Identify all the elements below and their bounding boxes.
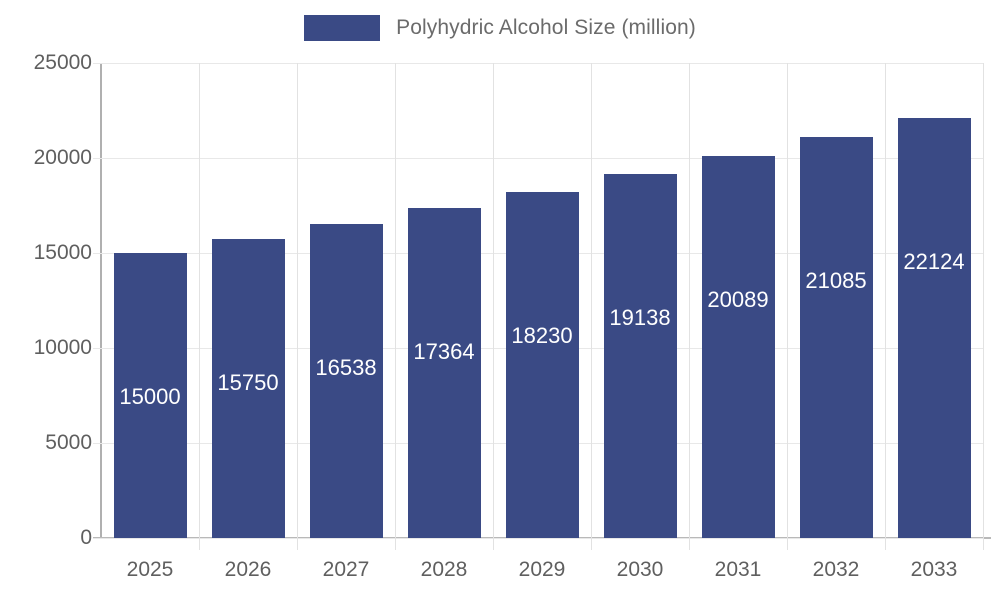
- gridline-horizontal: [93, 538, 983, 539]
- bar-value-label: 15000: [119, 384, 181, 409]
- bar[interactable]: [113, 253, 187, 538]
- gridline-vertical: [395, 63, 396, 550]
- bar-value-label: 22124: [903, 248, 965, 274]
- bar-value-label: 16538: [315, 354, 377, 380]
- x-axis-tick-label: 2028: [420, 558, 468, 581]
- chart-legend: Polyhydric Alcohol Size (million): [0, 10, 1000, 46]
- y-axis-tick-labels: 0 5000 10000 15000 20000 25000: [0, 0, 92, 600]
- bar[interactable]: [799, 137, 873, 538]
- gridline-vertical: [983, 63, 984, 550]
- gridline-vertical: [787, 63, 788, 550]
- bar[interactable]: [897, 117, 971, 538]
- x-axis-tick-label: 2033: [910, 558, 958, 581]
- bar-value-label: 19138: [609, 305, 671, 331]
- y-axis-tick-label: 20000: [33, 146, 92, 169]
- gridline-vertical: [493, 63, 494, 550]
- gridline-horizontal: [93, 63, 983, 64]
- bar-value-label: 18230: [511, 322, 573, 348]
- y-axis-tick-label: 10000: [33, 336, 92, 359]
- x-axis-tick-label: 2031: [714, 558, 762, 581]
- x-axis-tick-label: 2026: [224, 558, 272, 581]
- bar[interactable]: [309, 223, 383, 538]
- x-axis-tick-label: 2032: [812, 558, 860, 581]
- gridline-vertical: [591, 63, 592, 550]
- bar-value-label: 21085: [805, 268, 867, 294]
- bar[interactable]: [211, 238, 285, 538]
- bar[interactable]: [505, 191, 579, 538]
- bar-value-label: 17364: [413, 339, 475, 365]
- y-axis-tick-label: 5000: [45, 431, 92, 454]
- bar-value-label: 20089: [707, 287, 769, 313]
- x-axis-tick-label: 2030: [616, 558, 664, 581]
- bar[interactable]: [701, 156, 775, 538]
- legend-label-polyhydric-alcohol-size: Polyhydric Alcohol Size (million): [396, 16, 696, 39]
- bar-value-label: 15750: [217, 369, 279, 395]
- plot-area: 15000 15750 16538 17364 18230 19138 20089 21085…: [93, 63, 984, 550]
- gridline-vertical: [885, 63, 886, 550]
- gridline-vertical: [689, 63, 690, 550]
- gridline-vertical: [297, 63, 298, 550]
- y-axis-tick-label: 25000: [33, 51, 92, 74]
- gridline-horizontal: [93, 158, 983, 159]
- y-axis-tick-label: 0: [80, 526, 92, 549]
- x-axis-tick-label: 2025: [126, 558, 174, 581]
- bar[interactable]: [603, 174, 677, 538]
- y-axis-tick-label: 15000: [33, 241, 92, 264]
- y-axis-line: [100, 63, 102, 539]
- x-axis-tick-label: 2029: [518, 558, 566, 581]
- bar[interactable]: [407, 208, 481, 538]
- x-axis-tick-label: 2027: [322, 558, 370, 581]
- legend-swatch-polyhydric-alcohol-size: [304, 15, 381, 41]
- gridline-vertical: [199, 63, 200, 550]
